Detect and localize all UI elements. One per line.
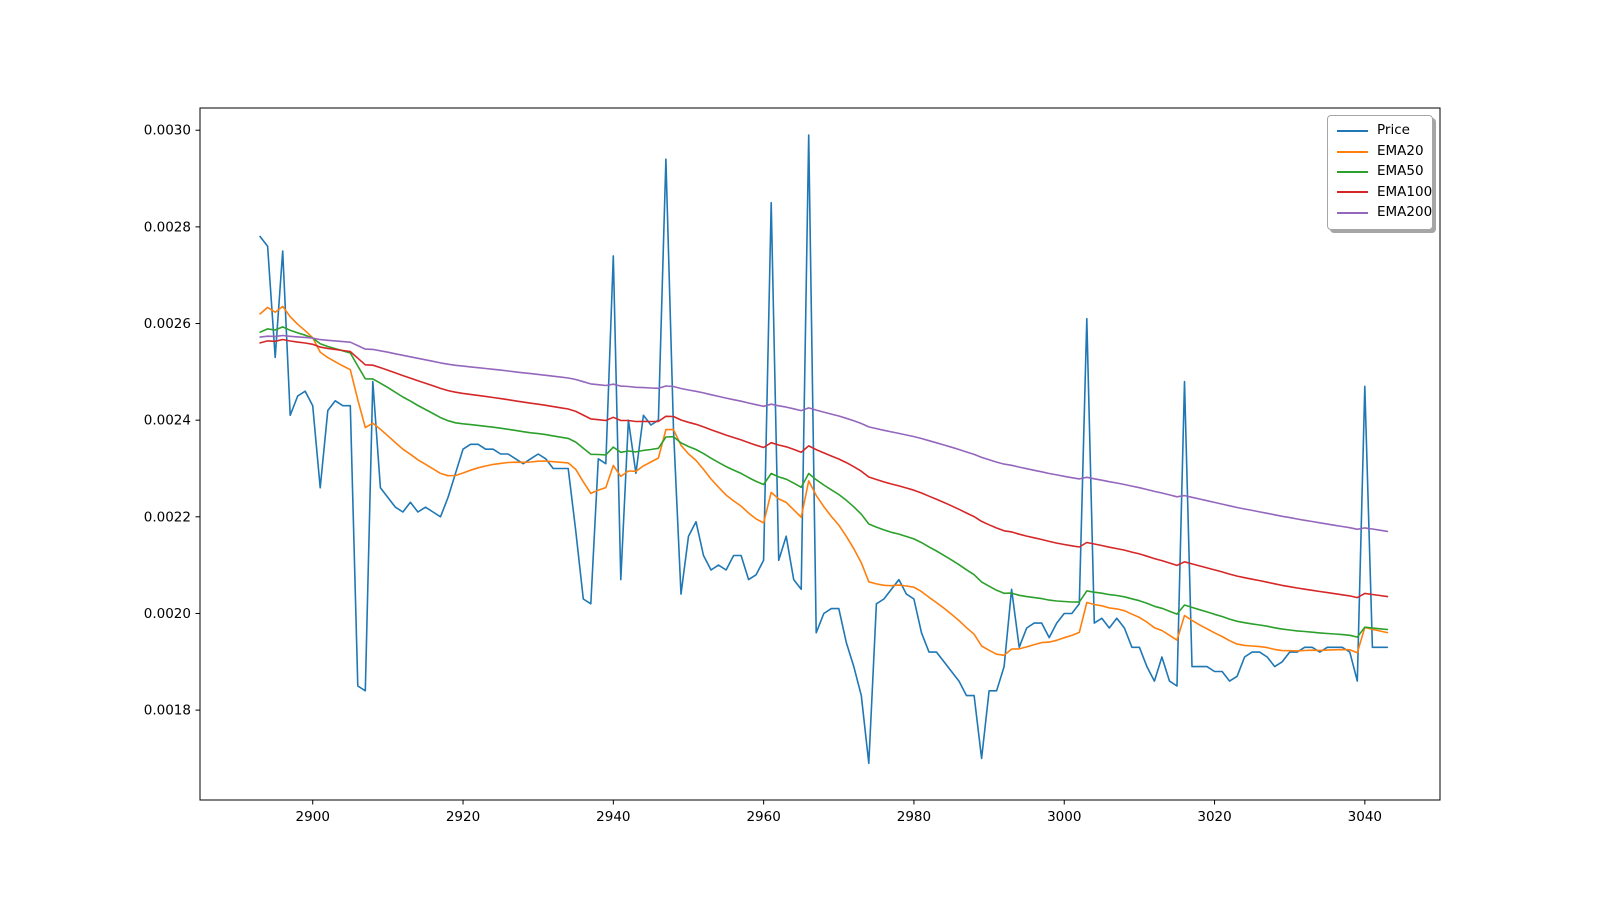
legend-label: EMA50 [1377, 163, 1424, 180]
series-line-ema50 [259, 326, 1389, 638]
legend-entry-ema20: EMA20 [1337, 141, 1424, 161]
legend: Price EMA20 EMA50 EMA100 EMA200 [1327, 115, 1433, 230]
legend-entry-ema200: EMA200 [1337, 203, 1432, 223]
y-tick-label: 0.0026 [144, 316, 191, 332]
x-tick-label: 3020 [1197, 809, 1231, 825]
x-tick-label: 2940 [596, 809, 630, 825]
legend-line-sample-ema200 [1337, 211, 1368, 214]
y-tick-label: 0.0022 [144, 509, 191, 525]
plot-area-frame [199, 107, 1441, 801]
series-line-ema20 [259, 305, 1389, 657]
y-tick-label: 0.0018 [144, 703, 191, 719]
legend-label: EMA100 [1377, 183, 1433, 200]
y-tick-label: 0.0030 [144, 123, 191, 139]
legend-line-sample-ema20 [1337, 150, 1368, 153]
legend-line-sample-ema50 [1337, 170, 1368, 173]
legend-label: EMA200 [1377, 204, 1433, 220]
x-tick-label: 2960 [746, 809, 780, 825]
legend-entry-ema50: EMA50 [1337, 162, 1424, 182]
x-tick-label: 2980 [897, 809, 931, 825]
legend-line-sample-price [1337, 130, 1368, 133]
series-line-ema100 [259, 338, 1389, 599]
series-line-price [259, 134, 1389, 765]
series-line-ema200 [259, 334, 1389, 533]
x-tick-label: 3000 [1047, 809, 1081, 825]
y-tick-label: 0.0028 [144, 219, 191, 235]
legend-line-sample-ema100 [1337, 191, 1368, 194]
y-tick-label: 0.0024 [144, 413, 191, 429]
legend-entry-price: Price [1337, 121, 1424, 141]
y-tick-label: 0.0020 [144, 606, 191, 622]
legend-label: Price [1377, 122, 1410, 139]
legend-entry-ema100: EMA100 [1337, 182, 1432, 202]
x-tick-label: 2900 [296, 809, 330, 825]
x-tick-label: 3040 [1348, 809, 1382, 825]
legend-label: EMA20 [1377, 142, 1424, 159]
x-tick-label: 2920 [446, 809, 480, 825]
